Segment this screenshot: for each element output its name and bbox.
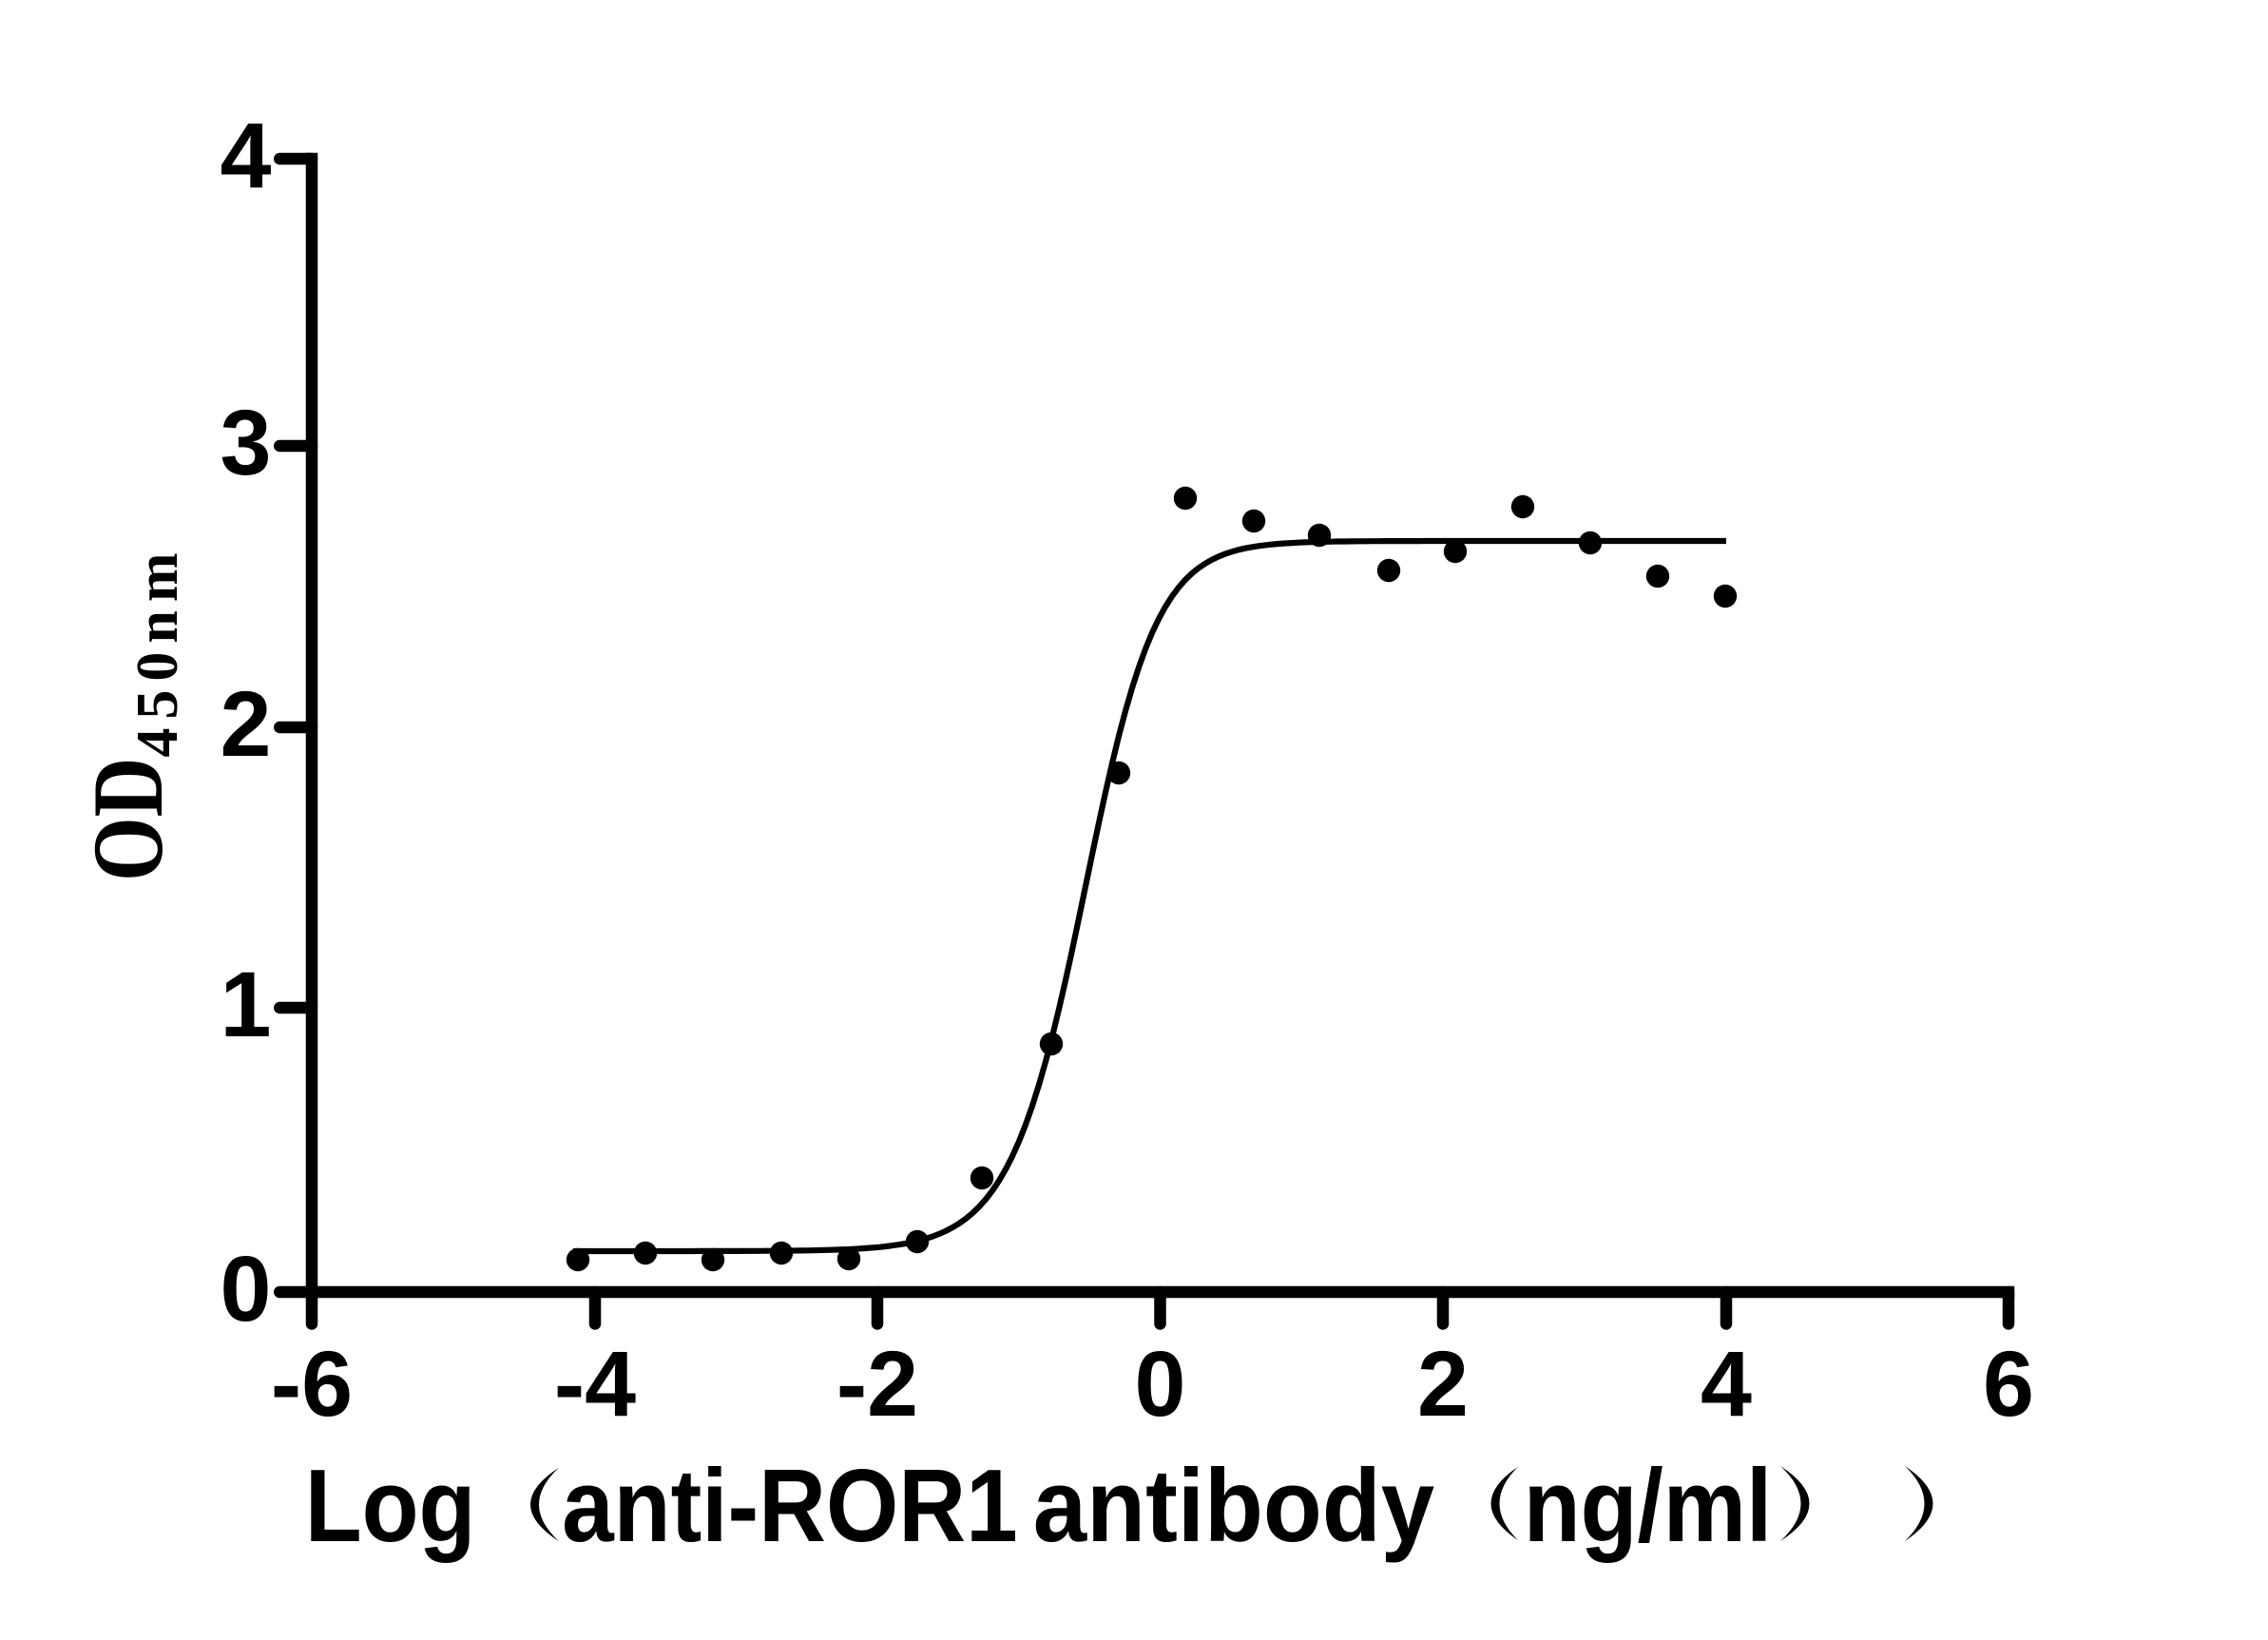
svg-text:-6: -6: [271, 1332, 353, 1436]
svg-text:3: 3: [221, 391, 272, 494]
svg-text:anti-ROR1: anti-ROR1: [562, 1447, 1018, 1563]
svg-text:2: 2: [1417, 1332, 1469, 1436]
svg-text:4: 4: [221, 104, 272, 207]
svg-text:2: 2: [221, 672, 272, 776]
svg-text:antibody: antibody: [1033, 1449, 1434, 1564]
svg-text:0: 0: [1135, 1332, 1186, 1436]
svg-text:-2: -2: [836, 1332, 918, 1436]
svg-text:-4: -4: [554, 1332, 636, 1436]
svg-text:OD: OD: [72, 758, 183, 881]
svg-text:6: 6: [1983, 1332, 2034, 1436]
svg-text:1: 1: [221, 953, 272, 1056]
svg-text:ng/ml: ng/ml: [1524, 1447, 1773, 1563]
svg-text:Log: Log: [305, 1447, 476, 1563]
svg-text:0: 0: [221, 1237, 272, 1341]
svg-text:4: 4: [1701, 1332, 1752, 1436]
svg-text:450nm: 450nm: [125, 544, 190, 757]
